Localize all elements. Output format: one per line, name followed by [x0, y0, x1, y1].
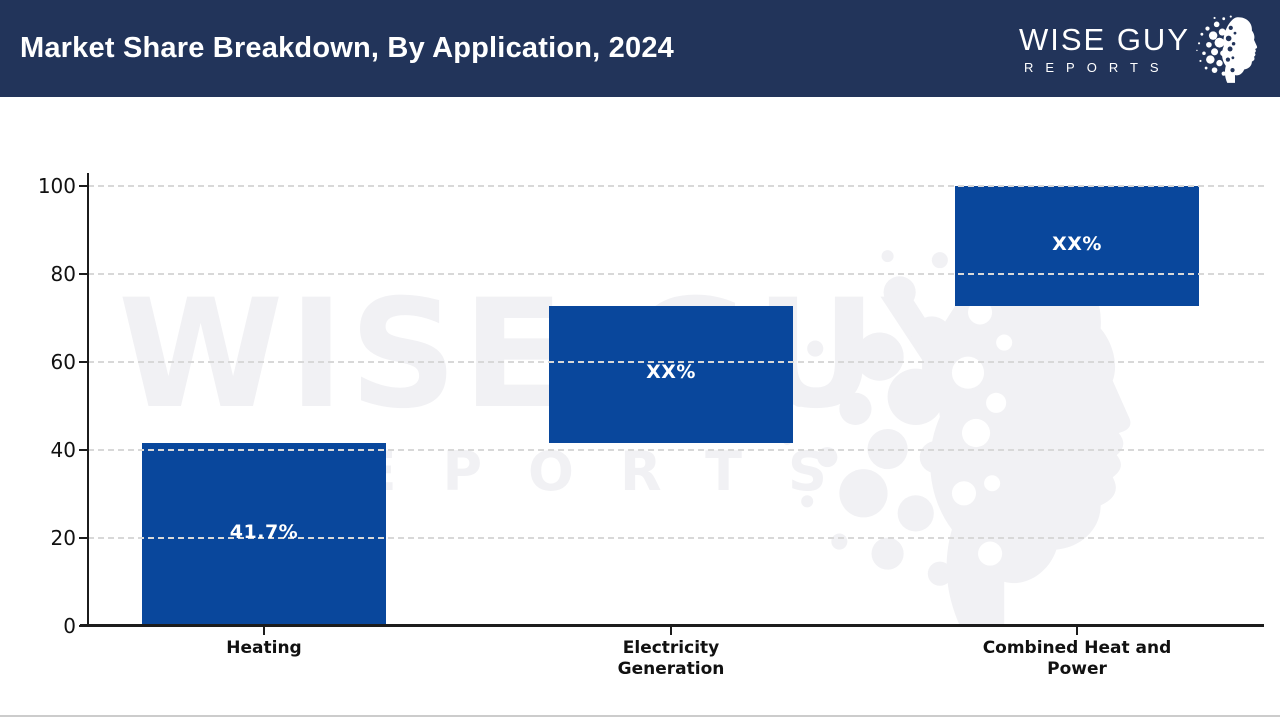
y-tick-mark [79, 361, 88, 363]
gridline [88, 449, 1264, 451]
bar-segment [142, 442, 386, 626]
watermark-face-icon [783, 242, 1131, 626]
y-tick-label: 80 [50, 262, 76, 286]
y-tick-label: 100 [37, 174, 76, 198]
footer-divider-line [0, 715, 1280, 717]
y-tick-mark [79, 185, 88, 187]
x-category-label-line: Combined Heat and [982, 638, 1172, 658]
gridline [88, 361, 1264, 363]
gridline [88, 185, 1264, 187]
bar-value-label: XX% [1052, 233, 1102, 256]
bar-value-label: XX% [646, 361, 696, 384]
page-title: Market Share Breakdown, By Application, … [20, 32, 674, 64]
x-category-label: Combined Heat and Power [927, 638, 1227, 680]
logo-subtitle: REPORTS [1023, 59, 1171, 75]
gridline [88, 537, 1264, 539]
y-tick-mark [79, 273, 88, 275]
x-tick-mark [263, 627, 265, 635]
bar-segment [955, 186, 1199, 307]
x-category-label-line: Electricity [622, 638, 720, 658]
x-tick-mark [1076, 627, 1078, 635]
wise-guy-reports-logo: WISE GUY REPORTS [1019, 8, 1266, 90]
x-category-label: Electricity Generation [521, 638, 821, 680]
x-category-label: Heating [114, 638, 414, 659]
y-tick-mark [79, 537, 88, 539]
logo-face-icon [1196, 15, 1258, 83]
y-tick-label: 40 [50, 438, 76, 462]
logo-text: WISE GUY REPORTS [1018, 21, 1190, 75]
y-tick-mark [79, 449, 88, 451]
x-category-label-line: Generation [617, 659, 725, 679]
y-tick-label: 0 [63, 614, 76, 638]
x-category-label-line: Heating [226, 638, 302, 658]
x-category-label-line: Power [1047, 659, 1107, 679]
bar-segment [549, 306, 793, 443]
header-bar: Market Share Breakdown, By Application, … [0, 0, 1280, 97]
y-tick-label: 20 [50, 526, 76, 550]
x-tick-mark [670, 627, 672, 635]
x-axis-line [80, 624, 1264, 627]
logo-wordmark: WISE GUY [1018, 21, 1190, 57]
y-tick-label: 60 [50, 350, 76, 374]
y-axis-line [87, 173, 89, 627]
gridline [88, 273, 1264, 275]
bar-value-label: 41.7% [229, 521, 299, 544]
